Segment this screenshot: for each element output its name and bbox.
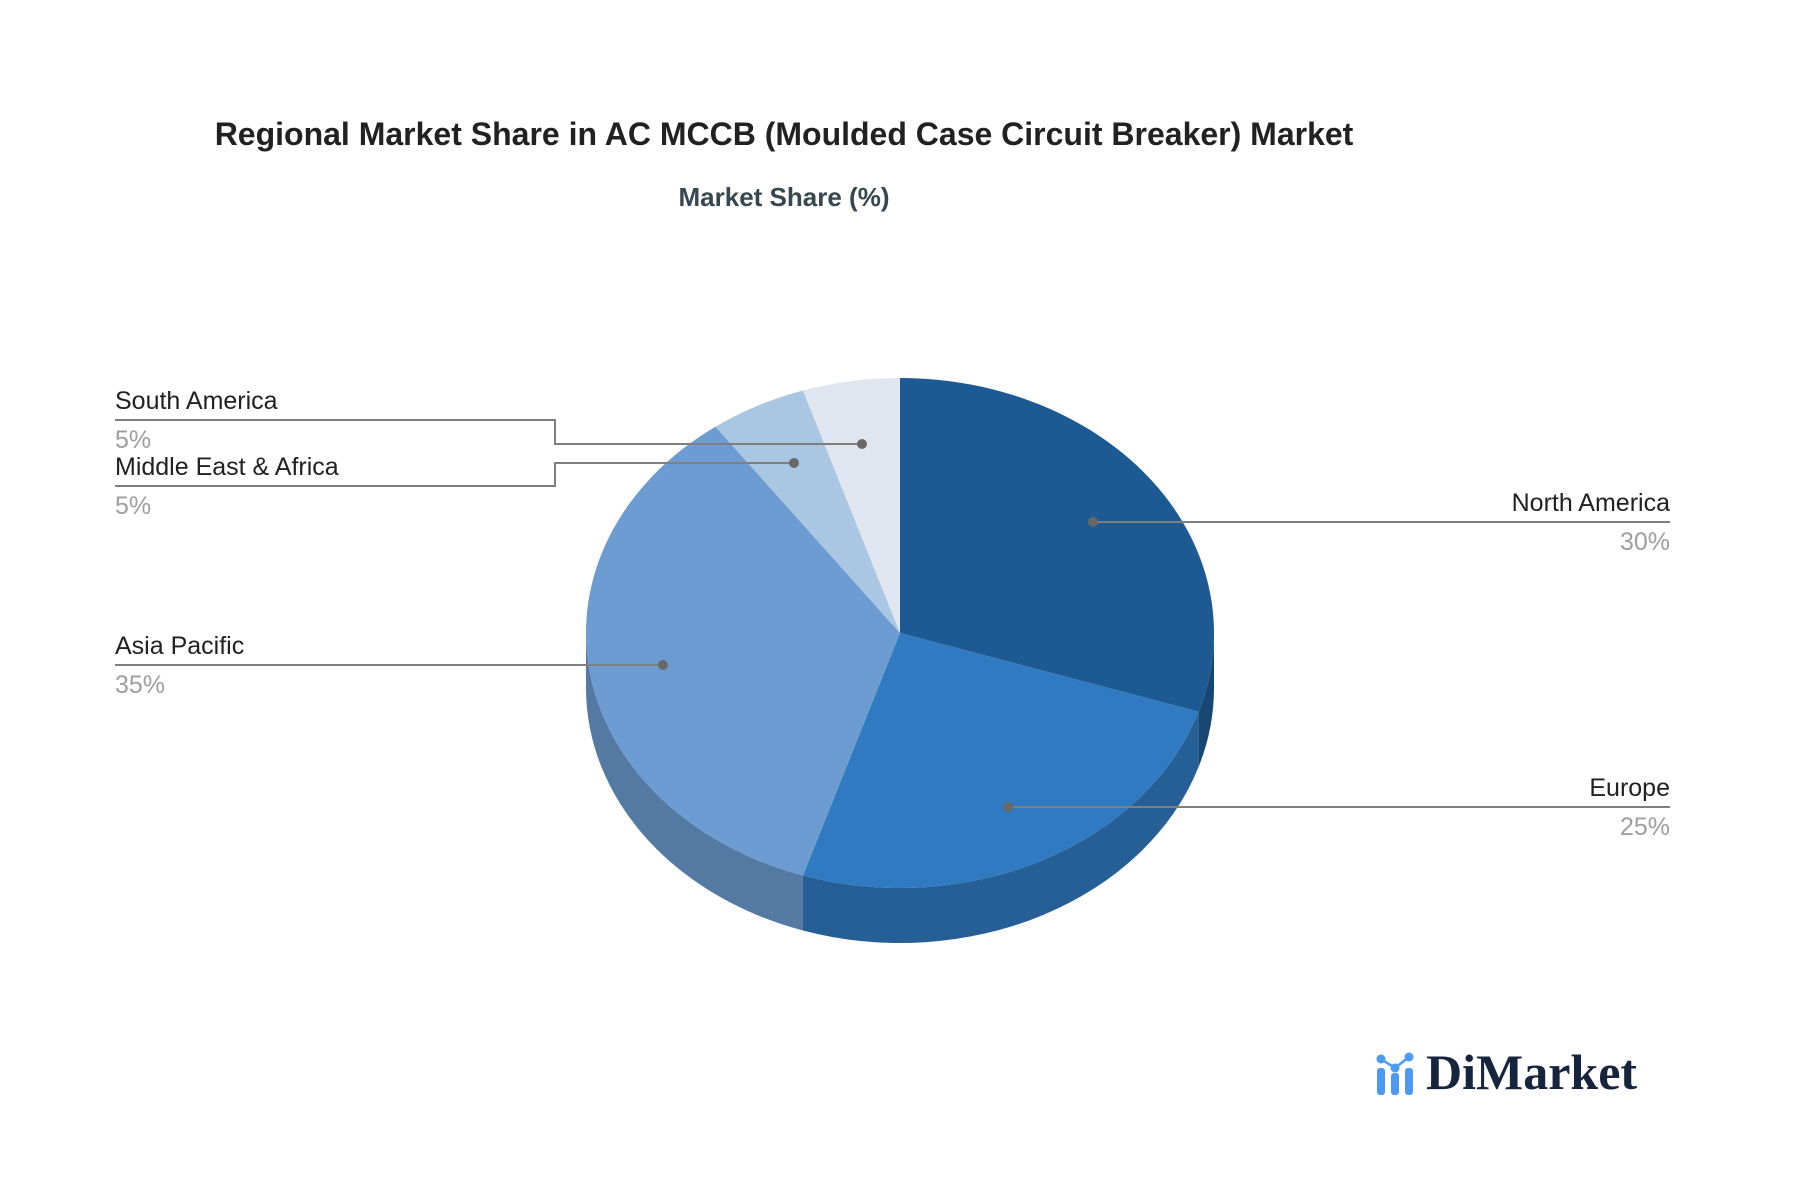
pie-slice-asia-pacific[interactable] <box>585 426 900 876</box>
leader-line-south-america <box>115 419 862 445</box>
slice-label-middle-east-africa: Middle East & Africa <box>115 453 339 481</box>
leader-dot-asia-pacific <box>658 660 668 670</box>
pie-rim-asia-pacific <box>586 633 803 931</box>
slice-value-south-america: 5% <box>115 426 152 454</box>
pie-slice-europe[interactable] <box>802 633 1199 888</box>
slice-value-middle-east-africa: 5% <box>115 492 152 520</box>
slice-label-south-america: South America <box>115 387 278 415</box>
bar-chart-trend-icon <box>1376 1052 1414 1095</box>
pie-slice-south-america[interactable] <box>802 378 900 633</box>
leader-dot-europe <box>1003 802 1013 812</box>
leader-dot-middle-east-africa <box>789 458 799 468</box>
leader-line-middle-east-africa <box>115 462 794 487</box>
pie-rim-north-america <box>1198 633 1214 767</box>
chart-subtitle: Market Share (%) <box>678 182 890 212</box>
slice-value-asia-pacific: 35% <box>115 671 166 699</box>
slice-value-north-america: 30% <box>1619 528 1670 556</box>
pie-slice-north-america[interactable] <box>900 378 1214 712</box>
pie-rim-europe <box>802 711 1199 943</box>
logo: DiMarket <box>1374 1040 1638 1100</box>
slice-label-north-america: North America <box>1511 489 1670 517</box>
slice-value-europe: 25% <box>1619 813 1670 841</box>
slice-label-europe: Europe <box>1589 774 1670 802</box>
leader-dot-south-america <box>857 439 867 449</box>
leader-dot-north-america <box>1088 517 1098 527</box>
logo-text: DiMarket <box>1426 1044 1638 1100</box>
pie-slice-middle-east-africa[interactable] <box>715 390 900 633</box>
chart-title: Regional Market Share in AC MCCB (Moulde… <box>214 116 1354 152</box>
slice-label-asia-pacific: Asia Pacific <box>115 632 245 660</box>
